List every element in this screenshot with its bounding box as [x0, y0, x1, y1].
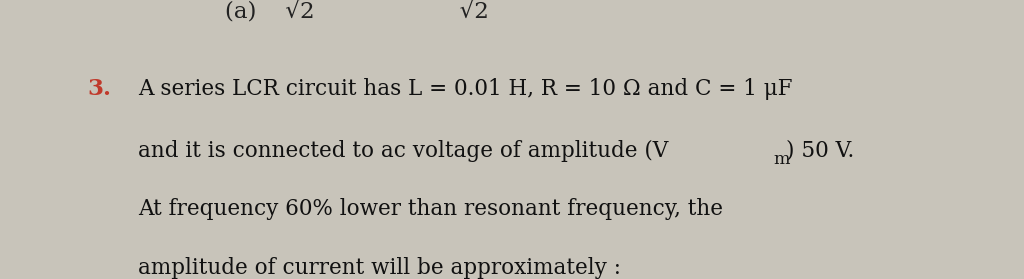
Text: (a)    √2                    √2: (a) √2 √2 [225, 0, 489, 23]
Text: A series LCR circuit has L = 0.01 H, R = 10 Ω and C = 1 μF: A series LCR circuit has L = 0.01 H, R =… [138, 78, 793, 100]
Text: At frequency 60% lower than resonant frequency, the: At frequency 60% lower than resonant fre… [138, 198, 723, 220]
Text: m: m [773, 151, 790, 168]
Text: amplitude of current will be approximately :: amplitude of current will be approximate… [138, 257, 622, 279]
Text: and it is connected to ac voltage of amplitude (V: and it is connected to ac voltage of amp… [138, 140, 669, 162]
Text: ) 50 V.: ) 50 V. [786, 140, 855, 162]
Text: 3.: 3. [87, 78, 111, 100]
